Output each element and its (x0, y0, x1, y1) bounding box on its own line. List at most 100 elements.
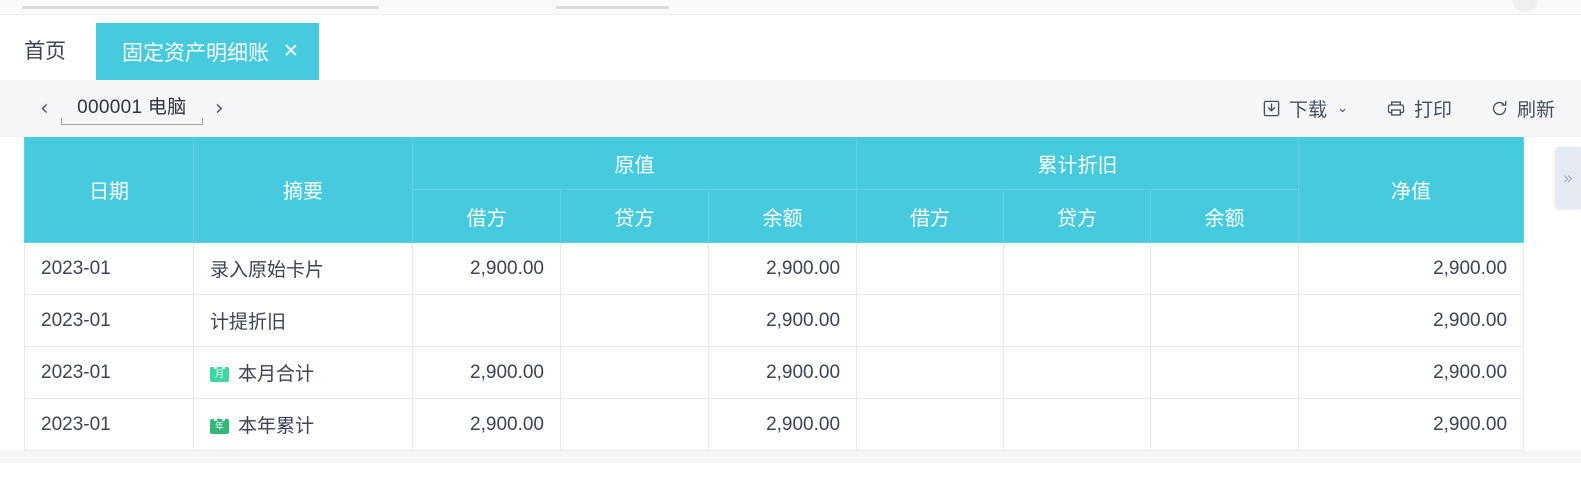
col-group-original-value[interactable]: 原值 (411, 137, 858, 190)
cell-ad-balance (1150, 242, 1300, 295)
col-header-ov-balance[interactable]: 余额 (707, 189, 858, 243)
summary-content: 计提折旧 (210, 307, 396, 334)
asset-code-input[interactable]: 000001 电脑 (60, 92, 203, 125)
print-label: 打印 (1413, 100, 1452, 121)
top-placeholder-bar-1 (22, 6, 379, 9)
summary-text: 计提折旧 (210, 312, 287, 333)
summary-content: 录入原始卡片 (210, 255, 396, 282)
cell-ad-debit (856, 398, 1005, 451)
calendar-peg (222, 415, 225, 421)
header-row-sub: 借方 贷方 余额 借方 贷方 余额 (25, 189, 1524, 243)
refresh-button[interactable]: 刷新 (1490, 95, 1555, 122)
summary-content: 月 本月合计 (210, 359, 396, 386)
app-top-strip (0, 0, 1581, 15)
chevron-right-icon[interactable]: › (214, 95, 224, 121)
cell-ov-credit (560, 346, 709, 399)
table-row[interactable]: 2023-01 年 本年累计 2,900.00 2,900.00 2,900.00 (24, 398, 1525, 451)
cell-net-value: 2,900.00 (1298, 294, 1525, 347)
top-placeholder-bar-2 (556, 6, 669, 9)
cell-ov-credit (560, 294, 709, 347)
download-icon (1262, 99, 1281, 118)
tab-label: 固定资产明细账 (122, 41, 269, 65)
toolbar: ‹ 000001 电脑 › 下载 ⌄ (0, 80, 1581, 137)
month-calendar-icon: 月 (210, 363, 229, 382)
col-header-net-value[interactable]: 净值 (1298, 137, 1525, 243)
cell-ad-balance (1150, 294, 1300, 347)
table-row[interactable]: 2023-01 录入原始卡片 2,900.00 2,900.00 2,900.00 (24, 242, 1525, 295)
ledger-table-container: 日期 摘要 原值 累计折旧 净值 借方 贷方 余额 借方 贷方 余额 2023-… (0, 137, 1581, 463)
summary-text: 录入原始卡片 (210, 260, 325, 281)
download-label: 下载 (1289, 100, 1328, 121)
col-header-ov-credit[interactable]: 贷方 (560, 189, 709, 243)
cell-ov-balance: 2,900.00 (707, 398, 858, 451)
cell-ov-balance: 2,900.00 (707, 346, 858, 399)
cell-ad-balance (1150, 398, 1300, 451)
cell-ov-debit: 2,900.00 (412, 346, 561, 399)
col-header-ad-credit[interactable]: 贷方 (1003, 189, 1152, 243)
calendar-body (210, 419, 229, 434)
asset-navigator: ‹ 000001 电脑 › (32, 92, 232, 125)
refresh-icon (1490, 99, 1509, 118)
col-group-accumulated-depreciation[interactable]: 累计折旧 (856, 137, 1300, 190)
cell-summary: 计提折旧 (193, 294, 413, 347)
cell-ad-credit (1003, 398, 1152, 451)
calendar-peg (214, 363, 217, 369)
cell-ov-debit: 2,900.00 (412, 398, 561, 451)
calendar-icon-label: 年 (214, 422, 224, 432)
col-header-ov-debit[interactable]: 借方 (412, 189, 561, 243)
summary-text: 本年累计 (238, 416, 315, 437)
print-button[interactable]: 打印 (1386, 95, 1452, 122)
cell-ov-credit (560, 242, 709, 295)
calendar-body (210, 367, 229, 382)
year-calendar-icon: 年 (210, 415, 229, 434)
input-underline (60, 118, 203, 125)
cell-summary: 录入原始卡片 (193, 242, 413, 295)
table-head: 日期 摘要 原值 累计折旧 净值 借方 贷方 余额 借方 贷方 余额 (24, 137, 1525, 243)
printer-icon (1386, 99, 1406, 118)
cell-ov-debit: 2,900.00 (412, 242, 561, 295)
cell-ad-balance (1150, 346, 1300, 399)
bottom-strip (0, 451, 1581, 463)
cell-ad-debit (856, 346, 1005, 399)
cell-summary: 年 本年累计 (193, 398, 413, 451)
col-header-ad-balance[interactable]: 余额 (1150, 189, 1300, 243)
cell-date: 2023-01 (24, 346, 194, 399)
table-row[interactable]: 2023-01 计提折旧 2,900.00 2,900.00 (24, 294, 1525, 347)
cell-ad-credit (1003, 346, 1152, 399)
calendar-peg (214, 415, 217, 421)
download-button[interactable]: 下载 ⌄ (1262, 95, 1348, 122)
user-avatar-icon[interactable] (1512, 0, 1538, 12)
fixed-asset-ledger-table: 日期 摘要 原值 累计折旧 净值 借方 贷方 余额 借方 贷方 余额 2023-… (24, 137, 1525, 451)
col-header-ad-debit[interactable]: 借方 (856, 189, 1005, 243)
refresh-label: 刷新 (1516, 100, 1555, 121)
summary-content: 年 本年累计 (210, 411, 396, 438)
cell-ad-credit (1003, 242, 1152, 295)
cell-summary: 月 本月合计 (193, 346, 413, 399)
cell-net-value: 2,900.00 (1298, 398, 1525, 451)
header-row-group: 日期 摘要 原值 累计折旧 净值 (24, 137, 1525, 243)
summary-text: 本月合计 (238, 364, 315, 385)
chevron-down-icon[interactable]: ⌄ (1337, 101, 1348, 116)
table-body: 2023-01 录入原始卡片 2,900.00 2,900.00 2,900.00 202… (24, 242, 1525, 451)
cell-date: 2023-01 (24, 242, 194, 295)
cell-date: 2023-01 (24, 398, 194, 451)
chevron-left-icon[interactable]: ‹ (40, 95, 49, 121)
calendar-icon-label: 月 (214, 370, 224, 380)
cell-ov-balance: 2,900.00 (707, 294, 858, 347)
tab-fixed-asset-ledger[interactable]: 固定资产明细账 ✕ (96, 23, 319, 80)
cell-ov-debit (412, 294, 561, 347)
tab-home[interactable]: 首页 (24, 40, 66, 63)
toolbar-actions: 下载 ⌄ 打印 刷新 (1262, 95, 1555, 122)
cell-ov-credit (560, 398, 709, 451)
cell-date: 2023-01 (24, 294, 194, 347)
tab-bar: 首页 固定资产明细账 ✕ (0, 15, 1581, 80)
cell-net-value: 2,900.00 (1298, 242, 1525, 295)
table-row[interactable]: 2023-01 月 本月合计 2,900.00 2,900.00 2,900.00 (24, 346, 1525, 399)
col-header-date[interactable]: 日期 (24, 137, 194, 243)
cell-ad-credit (1003, 294, 1152, 347)
panel-collapse-handle[interactable]: » (1555, 147, 1581, 209)
close-icon[interactable]: ✕ (283, 41, 299, 62)
cell-ad-debit (856, 294, 1005, 347)
asset-code-value: 000001 电脑 (77, 97, 187, 118)
col-header-summary[interactable]: 摘要 (193, 137, 413, 243)
